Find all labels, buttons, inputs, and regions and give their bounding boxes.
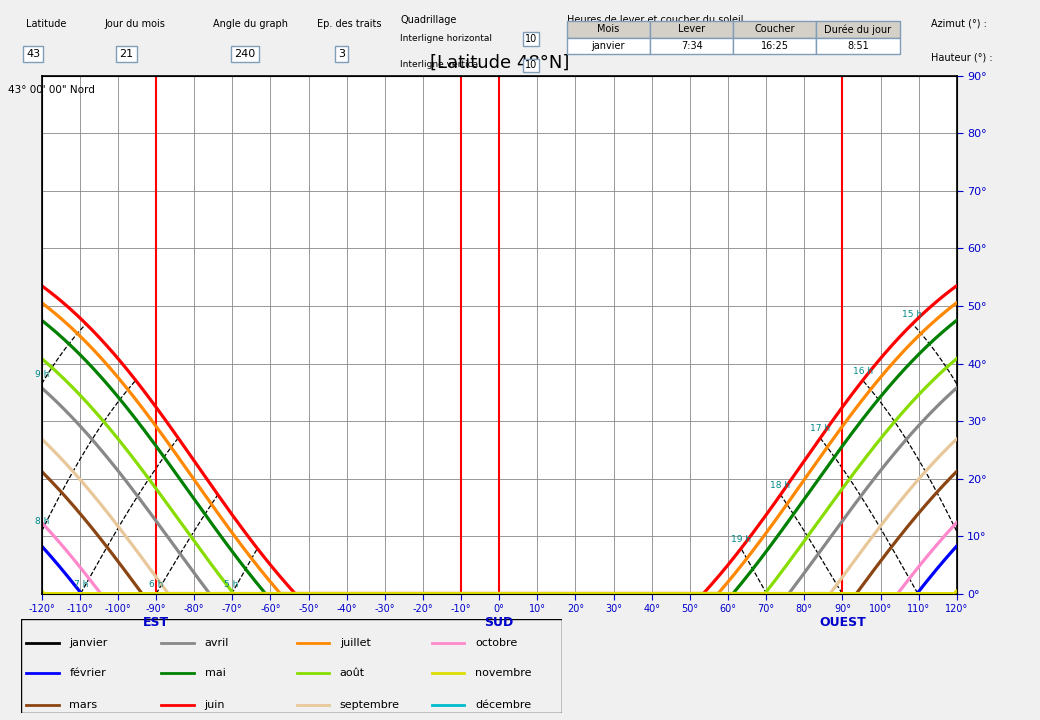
Text: 17 h: 17 h — [810, 425, 830, 433]
Text: OUEST: OUEST — [820, 616, 865, 629]
Text: 7 h: 7 h — [74, 580, 88, 589]
Text: février: février — [70, 668, 106, 678]
Text: 240: 240 — [234, 49, 255, 59]
Text: 9 h: 9 h — [34, 370, 49, 379]
Text: juin: juin — [205, 701, 226, 711]
Text: août: août — [340, 668, 365, 678]
Text: Azimut (°) :: Azimut (°) : — [931, 19, 987, 29]
Text: Interligne vertical: Interligne vertical — [400, 60, 482, 70]
Text: Quadrillage: Quadrillage — [400, 15, 457, 25]
Text: 43° 00' 00" Nord: 43° 00' 00" Nord — [8, 85, 96, 95]
Text: 21: 21 — [120, 49, 134, 59]
Text: Heures de lever et coucher du soleil: Heures de lever et coucher du soleil — [567, 15, 744, 25]
Text: 5 h: 5 h — [225, 580, 239, 590]
Text: septembre: septembre — [340, 701, 399, 711]
Text: SUD: SUD — [485, 616, 514, 629]
Text: Latitude: Latitude — [26, 19, 67, 29]
Text: 10: 10 — [525, 34, 538, 44]
Text: Hauteur (°) :: Hauteur (°) : — [931, 53, 992, 63]
Title: [Latitude 48°N]: [Latitude 48°N] — [430, 53, 569, 71]
Text: avril: avril — [205, 638, 229, 647]
Text: décembre: décembre — [475, 701, 531, 711]
Text: 3: 3 — [338, 49, 345, 59]
Text: EST: EST — [142, 616, 170, 629]
Text: 10: 10 — [525, 60, 538, 71]
Text: 16 h: 16 h — [853, 366, 873, 376]
Text: 6 h: 6 h — [149, 580, 163, 589]
Text: Ep. des traits: Ep. des traits — [317, 19, 382, 29]
Text: Jour du mois: Jour du mois — [104, 19, 165, 29]
Text: mai: mai — [205, 668, 226, 678]
Text: octobre: octobre — [475, 638, 517, 647]
Text: 43: 43 — [26, 49, 41, 59]
Text: 19 h: 19 h — [731, 535, 751, 544]
Text: janvier: janvier — [70, 638, 108, 647]
Text: Interligne horizontal: Interligne horizontal — [400, 34, 492, 43]
Text: mars: mars — [70, 701, 98, 711]
Text: novembre: novembre — [475, 668, 531, 678]
Text: 15 h: 15 h — [903, 310, 922, 319]
Text: 18 h: 18 h — [771, 481, 790, 490]
Text: juillet: juillet — [340, 638, 370, 647]
Text: Angle du graph: Angle du graph — [213, 19, 288, 29]
Text: 8 h: 8 h — [34, 518, 49, 526]
